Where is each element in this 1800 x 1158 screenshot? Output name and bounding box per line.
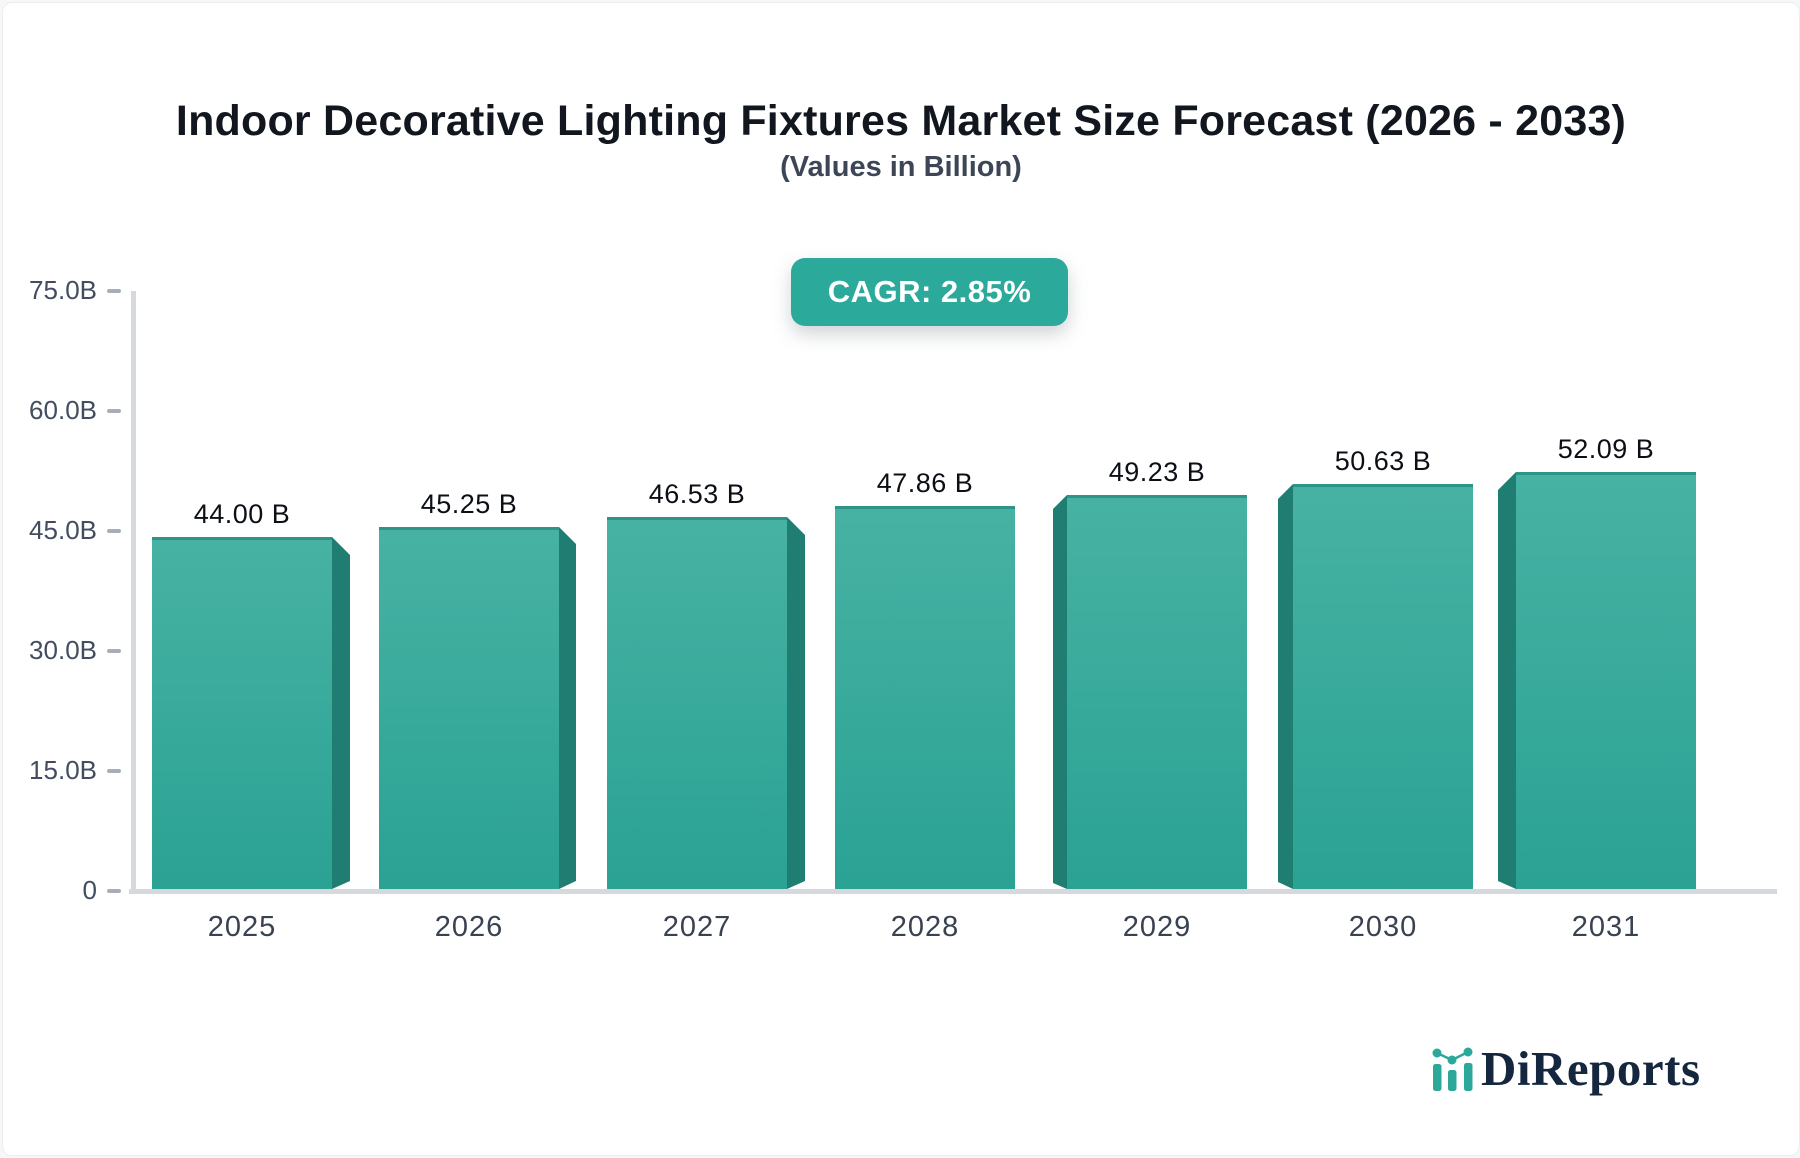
y-axis-tick-label: 60.0B — [29, 395, 97, 425]
x-axis-label-2027: 2027 — [662, 911, 732, 943]
y-axis-tick — [107, 289, 121, 293]
bar-2029[interactable] — [1053, 495, 1247, 889]
bar-value-label: 45.25 B — [420, 489, 518, 519]
bar-2030[interactable] — [1278, 484, 1473, 889]
y-axis-tick-label: 45.0B — [29, 515, 97, 545]
bar-front-face — [1067, 495, 1247, 889]
bar-2025[interactable] — [152, 537, 350, 889]
y-axis-tick — [107, 529, 121, 533]
bar-front-face — [835, 506, 1015, 889]
bar-value-label: 50.63 B — [1334, 446, 1432, 476]
bar-side-face — [559, 527, 576, 889]
direports-logo-icon — [1432, 1047, 1473, 1091]
chart-subtitle: (Values in Billion) — [780, 151, 1022, 183]
bar-value-label: 44.00 B — [193, 499, 291, 529]
x-axis-label-2026: 2026 — [434, 911, 504, 943]
bar-side-face — [1498, 472, 1516, 889]
bar-side-face — [1278, 484, 1293, 889]
bar-value-label: 52.09 B — [1557, 434, 1655, 464]
cagr-badge: CAGR: 2.85% — [791, 258, 1068, 326]
bar-value-label: 47.86 B — [876, 468, 974, 498]
y-axis-line — [131, 291, 136, 889]
bar-front-face — [1293, 484, 1473, 889]
bar-front-face — [152, 537, 332, 889]
bar-2031[interactable] — [1498, 472, 1696, 889]
chart-title: Indoor Decorative Lighting Fixtures Mark… — [175, 97, 1627, 145]
bar-value-label: 46.53 B — [648, 479, 746, 509]
y-axis-tick-label: 30.0B — [29, 635, 97, 665]
x-axis-label-2028: 2028 — [890, 911, 960, 943]
x-axis-line — [129, 889, 1777, 894]
direports-logo-text: DiReports — [1481, 1040, 1701, 1096]
bar-front-face — [1516, 472, 1696, 889]
bar-2027[interactable] — [607, 517, 805, 889]
y-axis-tick — [107, 409, 121, 413]
direports-logo[interactable]: DiReports — [1431, 1039, 1701, 1097]
bar-value-label: 49.23 B — [1108, 457, 1206, 487]
bar-2026[interactable] — [379, 527, 576, 889]
bar-side-face — [1053, 495, 1067, 889]
bar-side-face — [787, 517, 805, 889]
x-axis-label-2025: 2025 — [207, 911, 277, 943]
x-axis-label-2029: 2029 — [1122, 911, 1192, 943]
bar-front-face — [607, 517, 787, 889]
y-axis-tick — [107, 769, 121, 773]
cagr-badge-label: CAGR: 2.85% — [827, 274, 1032, 309]
y-axis-tick-label: 0 — [82, 875, 97, 905]
x-axis-label-2030: 2030 — [1348, 911, 1418, 943]
plot-area: 0 15.0B 30.0B 45.0B 60.0B 75.0B 44.00 B 2025 45.… — [3, 3, 1799, 1155]
y-axis-tick-label: 15.0B — [29, 755, 97, 785]
bar-side-face — [332, 537, 350, 889]
bar-2028[interactable] — [835, 506, 1015, 889]
y-axis-tick-label: 75.0B — [29, 275, 97, 305]
x-axis-label-2031: 2031 — [1571, 911, 1641, 943]
y-axis-tick — [107, 649, 121, 653]
bar-front-face — [379, 527, 559, 889]
y-axis-tick — [107, 889, 121, 893]
